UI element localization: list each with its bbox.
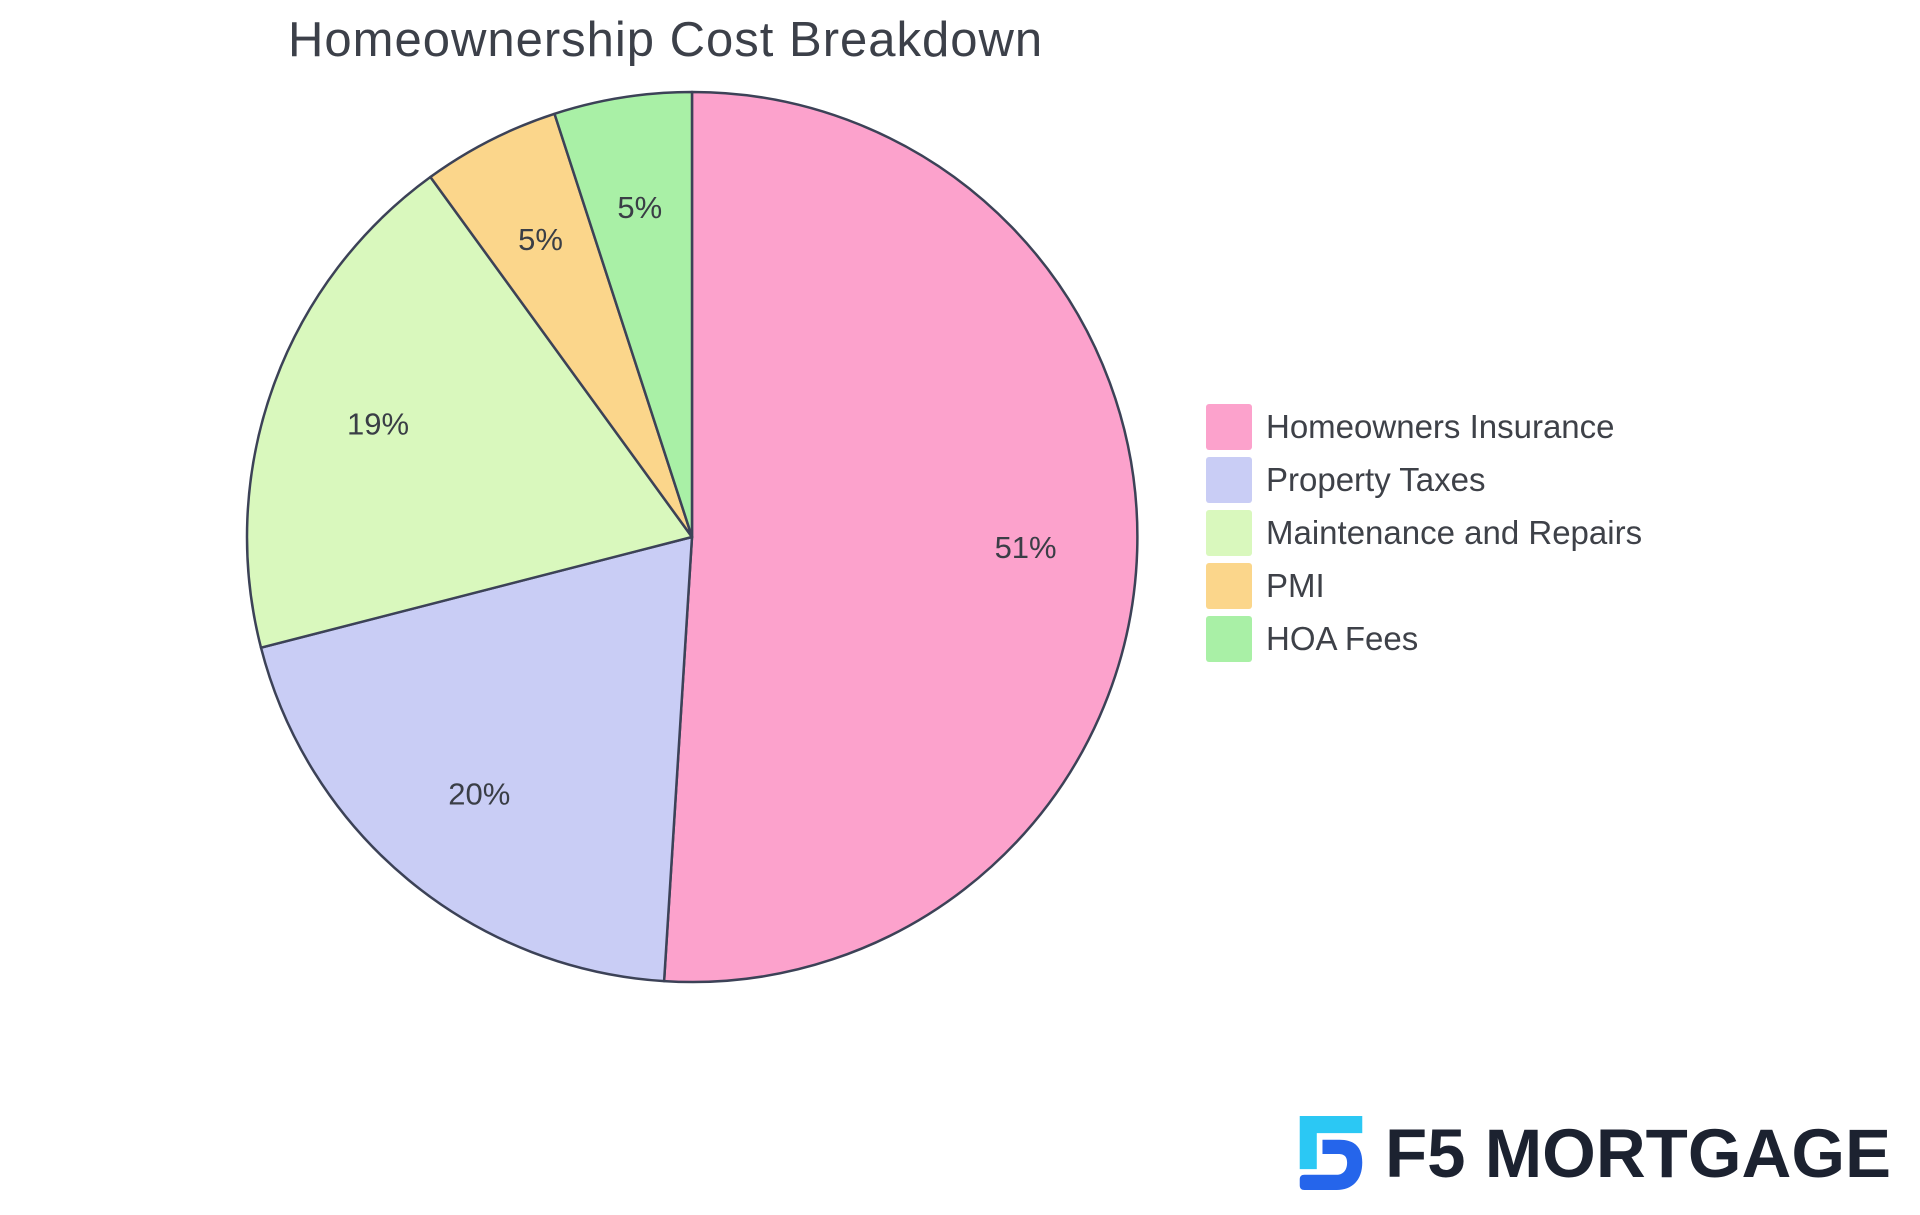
- slice-label: 5%: [617, 190, 662, 225]
- pie-slice: [245, 175, 694, 649]
- slice-label: 51%: [995, 530, 1057, 565]
- f5-logo-top: [1299, 1116, 1363, 1170]
- brand-logo: F5 MORTGAGE: [1295, 1110, 1891, 1196]
- legend-item: HOA Fees: [1206, 616, 1642, 662]
- legend-swatch: [1206, 616, 1252, 662]
- legend-item: Property Taxes: [1206, 457, 1642, 503]
- legend-item: Maintenance and Repairs: [1206, 510, 1642, 556]
- legend-swatch: [1206, 563, 1252, 609]
- pie-slice: [662, 90, 1139, 984]
- chart-title: Homeownership Cost Breakdown: [288, 13, 1044, 67]
- legend-swatch: [1206, 404, 1252, 450]
- legend-item: Homeowners Insurance: [1206, 404, 1642, 450]
- legend-label: Property Taxes: [1266, 461, 1486, 498]
- pie-slice: [259, 535, 694, 983]
- slice-label: 5%: [518, 222, 563, 257]
- legend-swatch: [1206, 510, 1252, 556]
- pie-slice: [553, 90, 694, 539]
- brand-name: F5 MORTGAGE: [1385, 1114, 1892, 1192]
- legend: Homeowners Insurance Property Taxes Main…: [1206, 404, 1642, 662]
- legend-swatch: [1206, 457, 1252, 503]
- slice-label: 19%: [347, 406, 409, 441]
- legend-item: PMI: [1206, 563, 1642, 609]
- legend-label: Maintenance and Repairs: [1266, 514, 1643, 551]
- legend-label: HOA Fees: [1266, 620, 1419, 657]
- legend-label: Homeowners Insurance: [1266, 408, 1615, 445]
- f5-logo-icon: [1299, 1116, 1363, 1190]
- slice-label: 20%: [448, 777, 510, 812]
- legend-label: PMI: [1266, 567, 1325, 604]
- f5-logo-body: [1299, 1139, 1363, 1190]
